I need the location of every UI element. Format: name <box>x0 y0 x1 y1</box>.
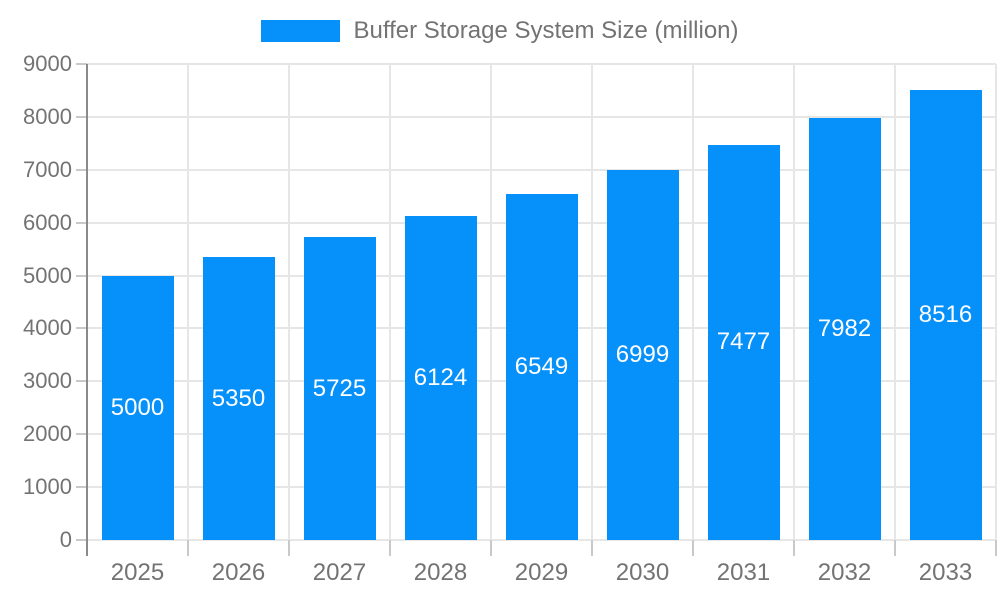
y-axis-tick-label: 5000 <box>23 262 72 288</box>
gridline-vertical <box>591 64 593 540</box>
gridline-vertical <box>288 64 290 540</box>
x-axis-tick-label: 2026 <box>211 559 266 586</box>
bar-value-label: 5725 <box>312 374 367 402</box>
y-axis-tick <box>76 539 87 541</box>
y-axis-tick <box>76 221 87 224</box>
y-axis-tick <box>76 168 87 171</box>
y-axis-tick-label: 7000 <box>23 156 72 182</box>
legend-swatch <box>261 20 341 42</box>
bar-value-label: 6549 <box>514 352 569 380</box>
y-axis-tick-label: 3000 <box>23 368 72 394</box>
x-axis-tick-label: 2028 <box>413 559 468 586</box>
y-axis-tick <box>76 274 87 277</box>
bar-2029[interactable]: 6549 <box>505 193 578 540</box>
gridline-vertical <box>793 64 795 540</box>
x-axis-tick-label: 2032 <box>817 559 872 586</box>
bar-2030[interactable]: 6999 <box>606 169 679 540</box>
y-axis-tick-label: 0 <box>59 527 72 552</box>
gridline-vertical <box>692 64 694 540</box>
x-axis-tick-label: 2033 <box>918 559 973 586</box>
bar-2027[interactable]: 5725 <box>303 237 376 540</box>
gridline-horizontal <box>87 115 996 118</box>
x-axis-tick-label: 2030 <box>615 559 670 586</box>
x-axis-tick <box>490 540 492 556</box>
x-axis-tick <box>591 540 593 556</box>
bar-value-label: 6999 <box>615 340 670 368</box>
x-axis-tick-label: 2029 <box>514 559 569 586</box>
gridline-horizontal <box>87 63 996 65</box>
bar-value-label: 5000 <box>110 393 165 421</box>
y-axis-tick <box>76 327 87 330</box>
bar-2031[interactable]: 7477 <box>707 144 780 540</box>
bar-2028[interactable]: 6124 <box>404 216 477 540</box>
bar-value-label: 6124 <box>413 364 468 392</box>
x-axis-tick <box>187 540 189 556</box>
y-axis-tick-label: 2000 <box>23 421 72 447</box>
x-axis-tick <box>995 540 997 556</box>
y-axis-tick-label: 8000 <box>23 103 72 129</box>
bar-value-label: 7982 <box>817 314 872 342</box>
y-axis-tick-label: 4000 <box>23 315 72 341</box>
chart-legend[interactable]: Buffer Storage System Size (million) <box>0 16 1000 46</box>
gridline-horizontal <box>87 539 996 541</box>
y-axis-tick-label: 6000 <box>23 209 72 235</box>
bar-value-label: 8516 <box>918 300 973 328</box>
bar-2025[interactable]: 5000 <box>101 275 174 540</box>
x-axis-tick <box>288 540 290 556</box>
bar-2033[interactable]: 8516 <box>909 89 982 540</box>
x-axis-tick-label: 2031 <box>716 559 771 586</box>
gridline-vertical <box>995 64 997 540</box>
bar-2032[interactable]: 7982 <box>808 117 881 540</box>
y-axis-tick <box>76 486 87 489</box>
gridline-vertical <box>490 64 492 540</box>
gridline-vertical <box>894 64 896 540</box>
y-axis-tick-label: 9000 <box>23 51 72 76</box>
y-axis-tick <box>76 115 87 118</box>
legend-label: Buffer Storage System Size (million) <box>353 17 739 44</box>
x-axis-tick <box>793 540 795 556</box>
gridline-vertical <box>187 64 189 540</box>
y-axis-line <box>86 64 88 556</box>
y-axis-tick <box>76 380 87 383</box>
bar-2026[interactable]: 5350 <box>202 257 275 540</box>
x-axis-tick <box>894 540 896 556</box>
x-axis-tick-label: 2025 <box>110 559 165 586</box>
bar-value-label: 5350 <box>211 384 266 412</box>
y-axis-tick <box>76 63 87 65</box>
bar-value-label: 7477 <box>716 328 771 356</box>
y-axis-tick-label: 1000 <box>23 474 72 500</box>
y-axis-tick <box>76 433 87 436</box>
gridline-horizontal <box>87 168 996 171</box>
x-axis-tick-label: 2027 <box>312 559 367 586</box>
gridline-vertical <box>389 64 391 540</box>
x-axis-tick <box>692 540 694 556</box>
x-axis-tick <box>389 540 391 556</box>
